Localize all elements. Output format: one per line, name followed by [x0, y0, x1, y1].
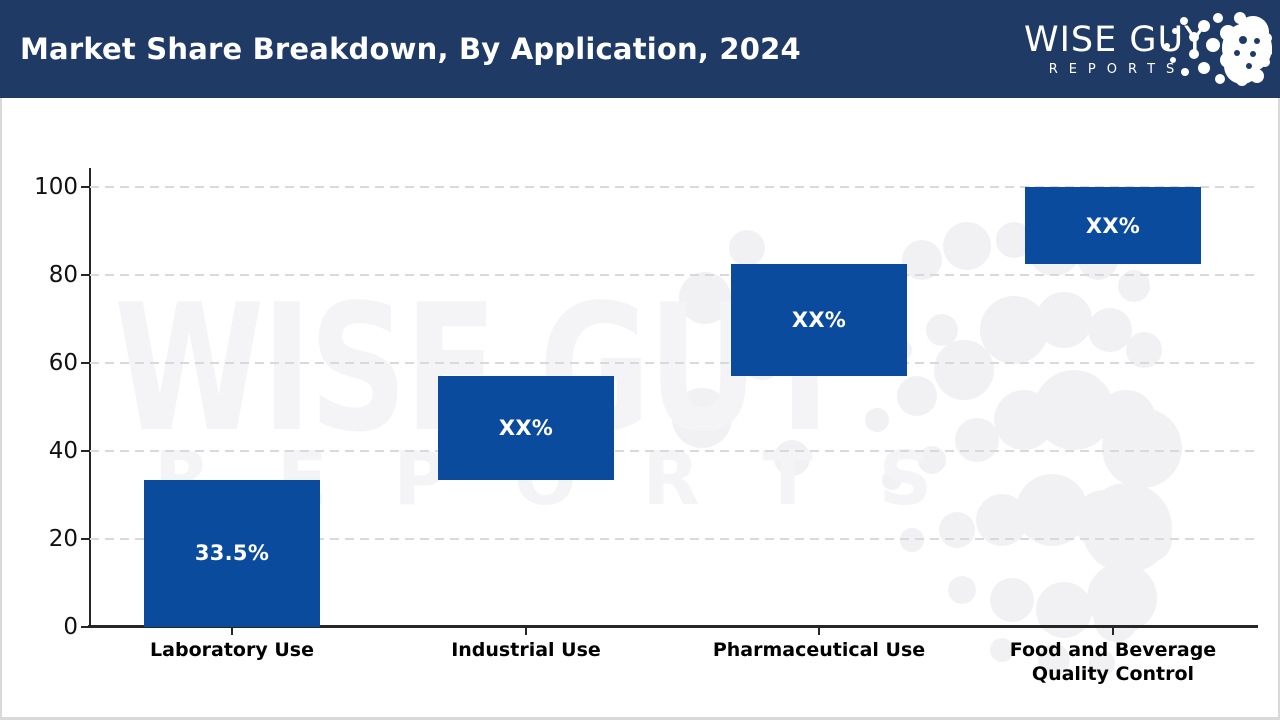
x-tick-1 [525, 628, 527, 635]
watermark-dot [948, 576, 976, 604]
category-label: Food and Beverage Quality Control [1009, 639, 1217, 685]
watermark-dot [900, 528, 924, 552]
bar-industrial-use: XX% [438, 376, 614, 480]
logo-wordmark: WISE GUY [1024, 20, 1207, 60]
y-tick-20 [81, 538, 90, 540]
x-tick-0 [231, 628, 233, 635]
watermark-dot [1036, 292, 1092, 348]
watermark-dot [897, 376, 937, 416]
bar-food-and-beverage-quality-control: XX% [1025, 187, 1201, 264]
watermark-dot [990, 638, 1014, 662]
watermark-dot [882, 470, 902, 490]
x-tick-3 [1112, 628, 1114, 635]
watermark-dot [1102, 408, 1182, 488]
y-tick-0 [81, 626, 90, 628]
watermark-dot [672, 388, 732, 448]
category-label: Laboratory Use [150, 639, 314, 661]
bar-value-label: 33.5% [194, 541, 270, 566]
watermark-dot [990, 578, 1034, 622]
watermark-dot [1038, 644, 1070, 676]
watermark-dot [902, 240, 942, 280]
watermark-dot [926, 314, 958, 346]
watermark-dot [980, 296, 1048, 364]
gridline-60 [90, 362, 1258, 364]
gridline-20 [90, 538, 1258, 540]
watermark-dot [774, 440, 810, 476]
bar-value-label: XX% [498, 415, 554, 440]
watermark-dot [1036, 582, 1092, 638]
y-tick-label-0: 0 [63, 614, 78, 640]
y-tick-label-80: 80 [48, 262, 78, 288]
y-tick-label-60: 60 [48, 350, 78, 376]
x-axis-line [88, 625, 1258, 628]
bar-value-label: XX% [791, 308, 847, 333]
plot-region: 0 20 40 60 80 100 33.5% Laboratory Use XX% Indust… [2, 98, 1280, 720]
category-label: Pharmaceutical Use [712, 639, 926, 661]
watermark-dot [1088, 308, 1132, 352]
gridline-100 [90, 186, 1258, 188]
y-tick-100 [81, 186, 90, 188]
watermark-dot [934, 340, 994, 400]
watermark-dot [1087, 563, 1157, 633]
header-bar: Market Share Breakdown, By Application, … [0, 0, 1280, 98]
y-tick-label-100: 100 [34, 174, 78, 200]
logo-subtitle: REPORTS [1048, 62, 1186, 77]
wise-guy-head-icon [1164, 12, 1272, 86]
bar-pharmaceutical-use: XX% [731, 264, 907, 377]
gridline-40 [90, 450, 1258, 452]
gridline-80 [90, 274, 1258, 276]
chart-area: WISE GUY REPORTS 02040608010033.5%Labora… [0, 98, 1280, 720]
watermark-dot [943, 222, 991, 270]
y-tick-40 [81, 450, 90, 452]
x-tick-2 [818, 628, 820, 635]
y-axis-line [89, 168, 91, 627]
watermark-head-dots [2, 98, 1278, 717]
watermark-dot [729, 230, 765, 266]
watermark-dot [955, 418, 999, 462]
y-tick-80 [81, 274, 90, 276]
watermark-dot [679, 272, 731, 324]
y-tick-60 [81, 362, 90, 364]
page-title: Market Share Breakdown, By Application, … [20, 32, 801, 66]
watermark-dot [865, 408, 889, 432]
y-tick-label-40: 40 [48, 438, 78, 464]
watermark-dot [1082, 483, 1172, 573]
wise-guy-logo: WISE GUY REPORTS [1024, 4, 1274, 94]
y-tick-label-20: 20 [48, 526, 78, 552]
watermark-dot [939, 512, 975, 548]
logo-text: WISE GUY REPORTS [1024, 20, 1207, 77]
category-label: Industrial Use [451, 639, 601, 661]
bar-laboratory-use: 33.5% [144, 479, 320, 627]
watermark-dot [1089, 650, 1115, 676]
bar-value-label: XX% [1085, 213, 1141, 238]
